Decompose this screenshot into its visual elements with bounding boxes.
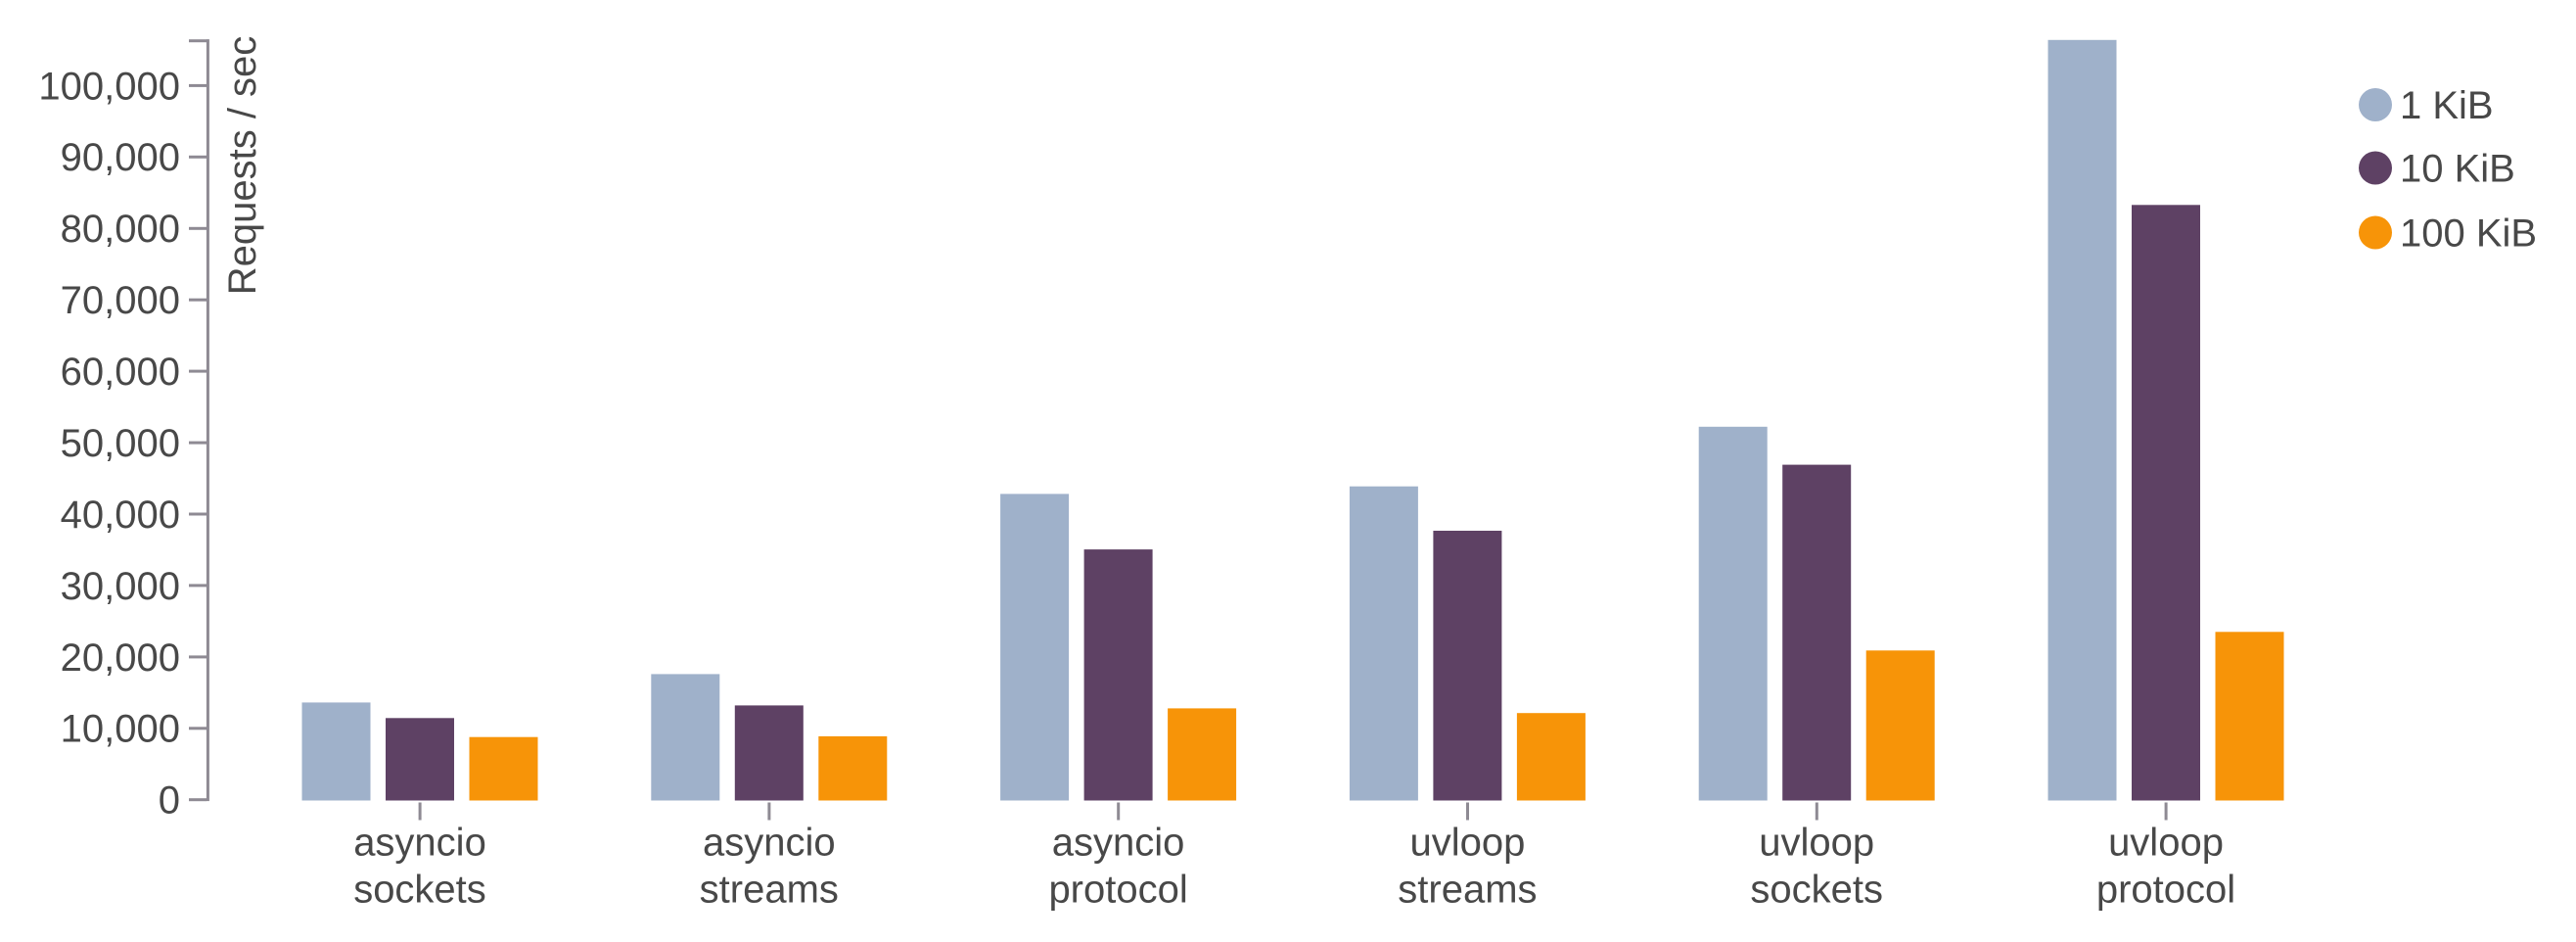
svg-text:uvloop: uvloop (1409, 822, 1525, 865)
svg-text:sockets: sockets (1750, 869, 1883, 912)
svg-text:Requests / sec: Requests / sec (221, 36, 264, 296)
svg-text:20,000: 20,000 (61, 636, 180, 680)
svg-text:0: 0 (159, 779, 180, 823)
svg-text:streams: streams (1398, 869, 1537, 912)
svg-text:50,000: 50,000 (61, 422, 180, 465)
svg-text:30,000: 30,000 (61, 565, 180, 608)
svg-text:100 KiB: 100 KiB (2400, 212, 2537, 256)
svg-text:70,000: 70,000 (61, 279, 180, 322)
svg-text:90,000: 90,000 (61, 136, 180, 179)
svg-text:sockets: sockets (353, 869, 486, 912)
svg-text:uvloop: uvloop (2108, 822, 2224, 865)
svg-text:100,000: 100,000 (38, 65, 180, 108)
svg-text:10 KiB: 10 KiB (2400, 148, 2515, 191)
svg-text:80,000: 80,000 (61, 208, 180, 251)
svg-text:60,000: 60,000 (61, 351, 180, 394)
svg-text:10,000: 10,000 (61, 708, 180, 751)
svg-text:1 KiB: 1 KiB (2400, 84, 2494, 127)
svg-text:asyncio: asyncio (1052, 822, 1185, 865)
svg-text:streams: streams (700, 869, 839, 912)
svg-text:protocol: protocol (2096, 869, 2235, 912)
svg-text:40,000: 40,000 (61, 494, 180, 537)
svg-text:asyncio: asyncio (353, 822, 486, 865)
svg-text:uvloop: uvloop (1759, 822, 1874, 865)
svg-text:asyncio: asyncio (703, 822, 836, 865)
svg-text:protocol: protocol (1048, 869, 1187, 912)
